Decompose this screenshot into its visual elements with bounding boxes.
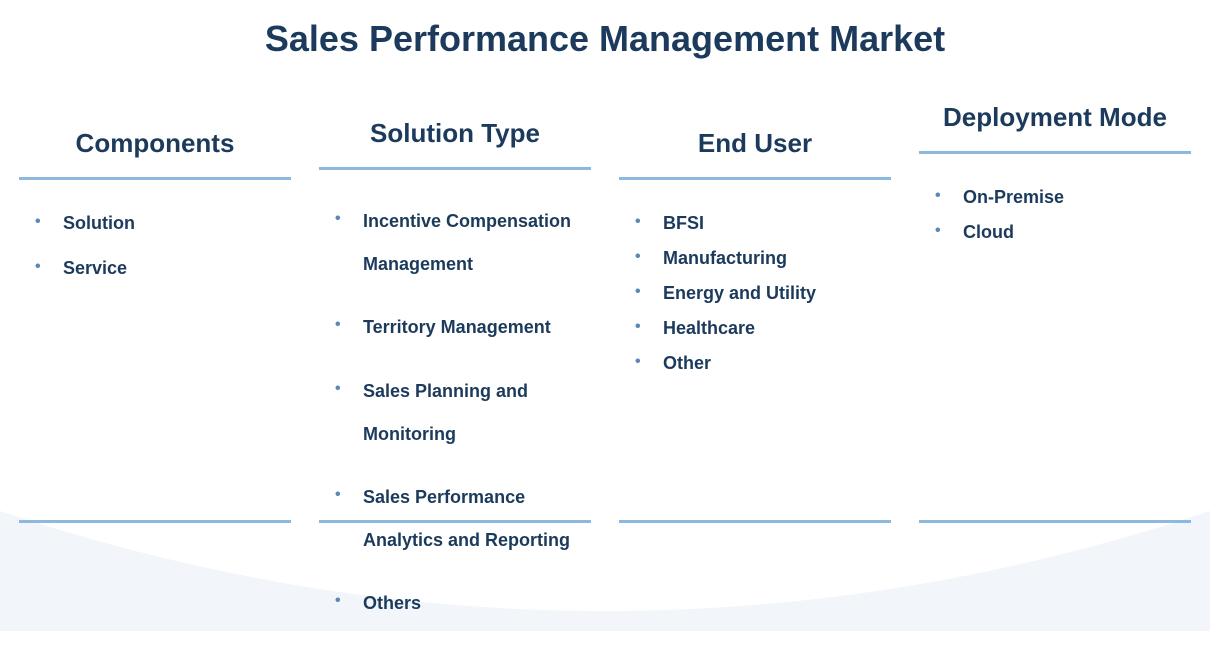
column-solution-type: Solution Type Incentive Compensation Man… [315, 100, 595, 646]
column-components: Components Solution Service [15, 100, 295, 646]
list-item: Energy and Utility [635, 280, 895, 307]
list-item: Service [35, 255, 295, 282]
item-list: BFSI Manufacturing Energy and Utility He… [615, 210, 895, 377]
column-header: Deployment Mode [915, 100, 1195, 151]
list-item: Healthcare [635, 315, 895, 342]
list-item: Territory Management [335, 306, 595, 349]
column-header: End User [615, 100, 895, 177]
list-item: Manufacturing [635, 245, 895, 272]
divider [919, 151, 1191, 154]
list-item: BFSI [635, 210, 895, 237]
page-title: Sales Performance Management Market [0, 0, 1210, 70]
list-item: Cloud [935, 219, 1195, 246]
divider [19, 177, 291, 180]
list-item: Others [335, 582, 595, 625]
column-header: Components [15, 100, 295, 177]
divider [619, 520, 891, 523]
divider [619, 177, 891, 180]
divider [19, 520, 291, 523]
divider [319, 167, 591, 170]
column-deployment-mode: Deployment Mode On-Premise Cloud [915, 100, 1195, 646]
column-end-user: End User BFSI Manufacturing Energy and U… [615, 100, 895, 646]
divider [319, 520, 591, 523]
list-item: On-Premise [935, 184, 1195, 211]
item-list: Solution Service [15, 210, 295, 282]
list-item: Incentive Compensation Management [335, 200, 595, 286]
list-item: Solution [35, 210, 295, 237]
column-header: Solution Type [315, 100, 595, 167]
item-list: Incentive Compensation Management Territ… [315, 200, 595, 626]
columns-container: Components Solution Service Solution Typ… [0, 70, 1210, 646]
list-item: Other [635, 350, 895, 377]
divider [919, 520, 1191, 523]
item-list: On-Premise Cloud [915, 184, 1195, 246]
list-item: Sales Planning and Monitoring [335, 370, 595, 456]
